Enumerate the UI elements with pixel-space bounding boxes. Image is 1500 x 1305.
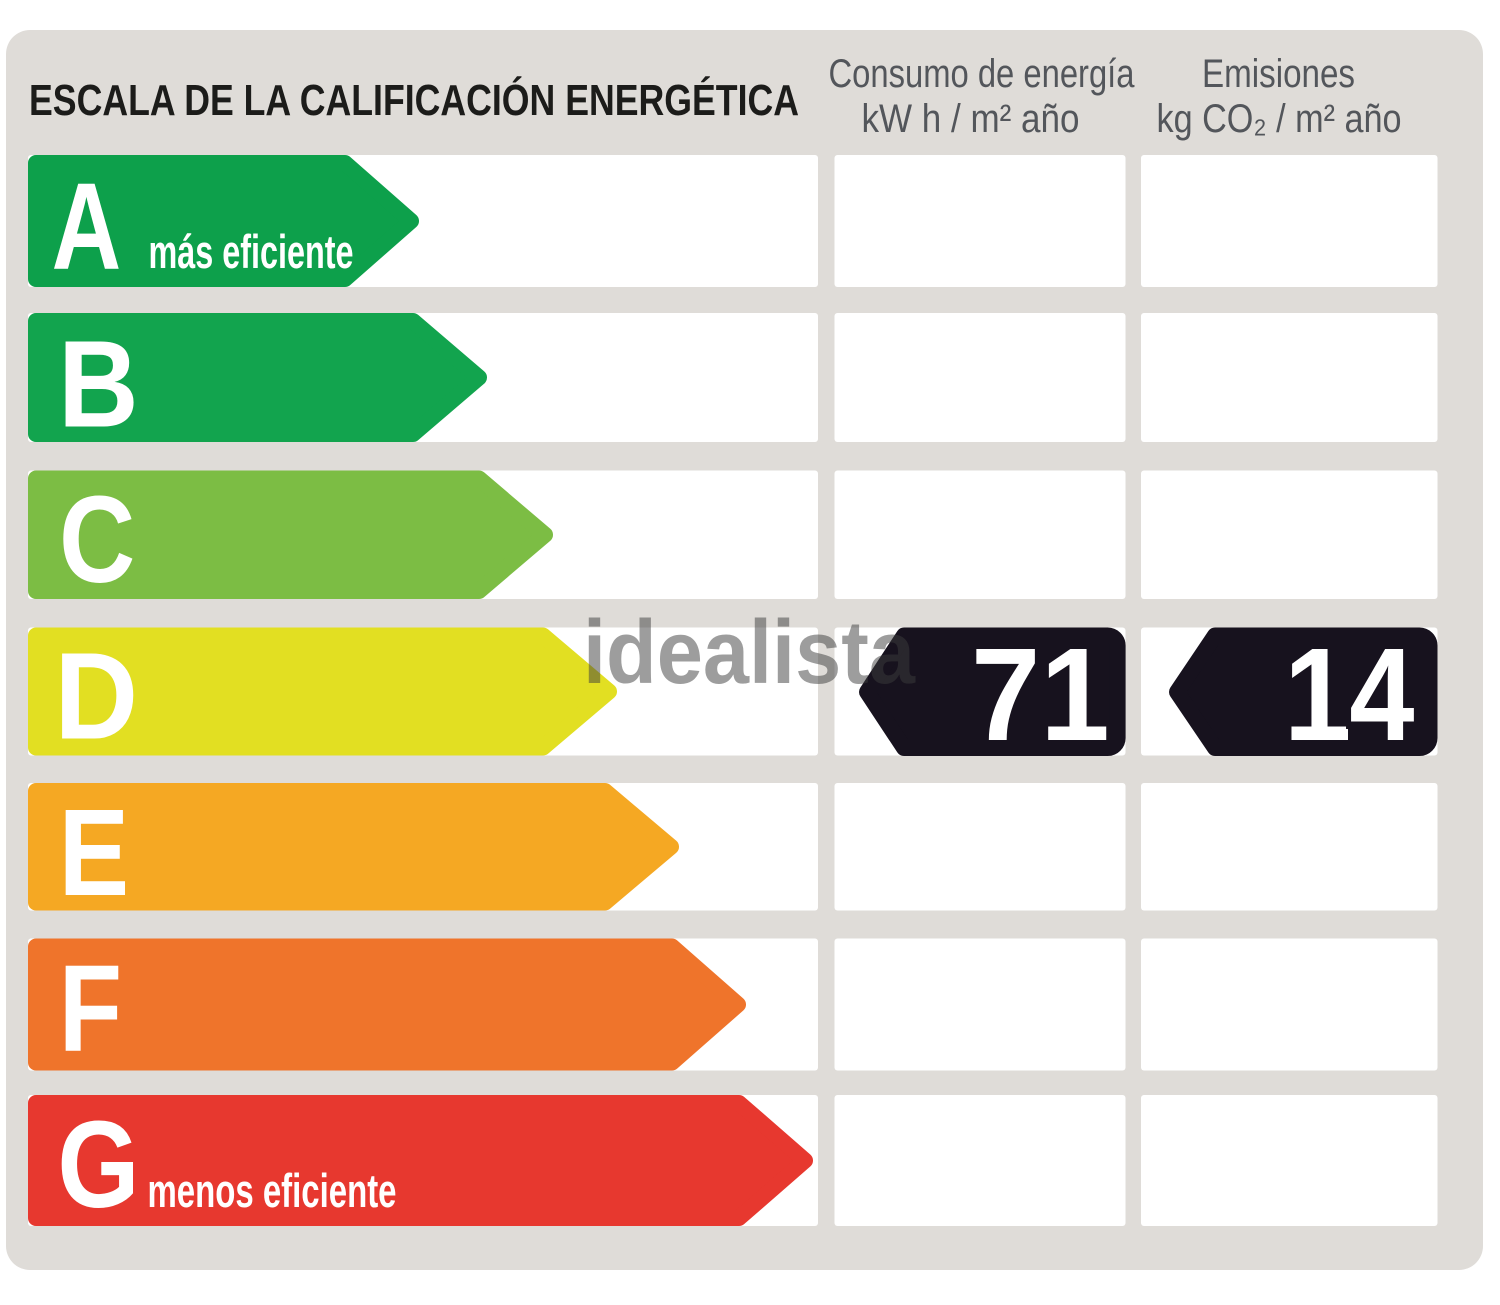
svg-text:más eficiente: más eficiente: [149, 225, 354, 278]
svg-text:E: E: [59, 784, 130, 922]
svg-text:menos eficiente: menos eficiente: [148, 1164, 397, 1217]
svg-text:Emisiones: Emisiones: [1202, 52, 1355, 96]
svg-text:71: 71: [971, 621, 1110, 769]
svg-text:B: B: [58, 316, 139, 454]
svg-text:F: F: [59, 940, 122, 1078]
svg-text:ESCALA DE LA CALIFICACIÓN ENER: ESCALA DE LA CALIFICACIÓN ENERGÉTICA: [29, 75, 799, 125]
svg-text:C: C: [59, 471, 135, 609]
svg-text:Consumo de energía: Consumo de energía: [829, 52, 1135, 96]
svg-text:G: G: [57, 1096, 139, 1234]
svg-text:14: 14: [1284, 621, 1414, 769]
svg-text:A: A: [52, 158, 122, 296]
svg-text:kW h / m² año: kW h / m² año: [862, 97, 1080, 141]
svg-text:kg CO₂ / m² año: kg CO₂ / m² año: [1157, 97, 1402, 141]
svg-text:idealista: idealista: [583, 603, 916, 703]
svg-text:D: D: [54, 628, 138, 766]
